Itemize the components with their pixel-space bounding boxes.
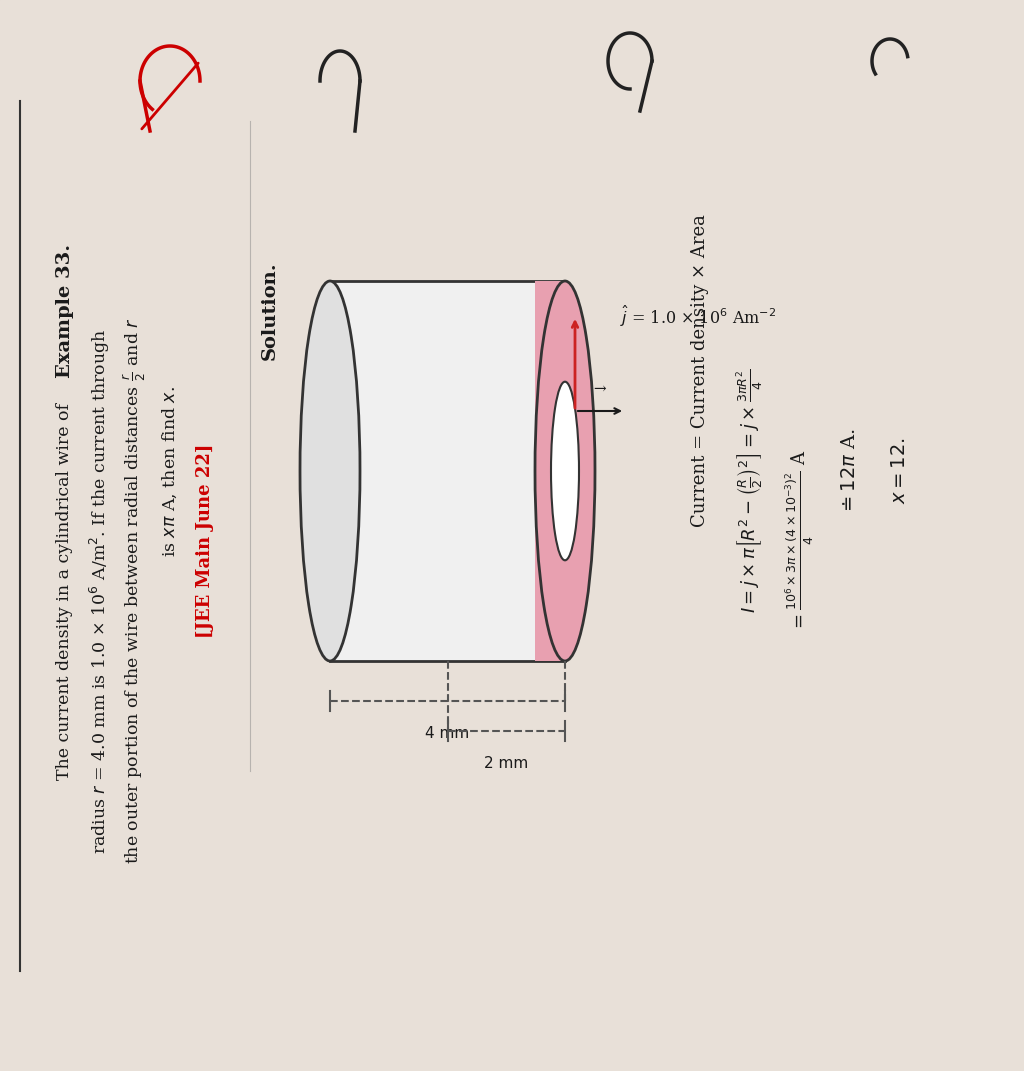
Text: 2 mm: 2 mm [484, 756, 528, 771]
Text: The current density in a cylindrical wire of: The current density in a cylindrical wir… [56, 403, 74, 780]
Text: $= \frac{10^6 \times 3\pi \times (4 \times 10^{-3})^2}{4}$ A: $= \frac{10^6 \times 3\pi \times (4 \tim… [783, 450, 816, 632]
Ellipse shape [300, 281, 360, 661]
Text: the outer portion of the wire between radial distances $\frac{r}{2}$ and $r$: the outer portion of the wire between ra… [122, 318, 148, 864]
Text: $\hat{j}$ = 1.0 × 10$^6$ Am$^{-2}$: $\hat{j}$ = 1.0 × 10$^6$ Am$^{-2}$ [620, 303, 776, 329]
Ellipse shape [535, 281, 595, 661]
Text: radius $r$ = 4.0 mm is 1.0 × 10$^6$ A/m$^2$. If the current through: radius $r$ = 4.0 mm is 1.0 × 10$^6$ A/m$… [88, 329, 112, 854]
Bar [535, 281, 565, 661]
Text: Solution.: Solution. [261, 261, 279, 360]
Bar [330, 281, 565, 661]
Text: $\doteq 12\pi$ A.: $\doteq 12\pi$ A. [841, 427, 859, 514]
Ellipse shape [551, 381, 579, 560]
Text: [JEE Main June 22]: [JEE Main June 22] [196, 443, 214, 638]
Text: $I = j \times \pi \left[R^2 - \left(\frac{R}{2}\right)^2\right] = j \times \frac: $I = j \times \pi \left[R^2 - \left(\fra… [734, 368, 766, 614]
Text: is $x\pi$ A, then find $x$.: is $x\pi$ A, then find $x$. [161, 386, 179, 557]
Text: $x = 12.$: $x = 12.$ [891, 438, 909, 504]
Text: Current = Current density × Area: Current = Current density × Area [691, 214, 709, 527]
Text: Example 33.: Example 33. [56, 244, 74, 378]
Text: 4 mm: 4 mm [425, 726, 470, 741]
Text: I →: I → [584, 382, 607, 396]
